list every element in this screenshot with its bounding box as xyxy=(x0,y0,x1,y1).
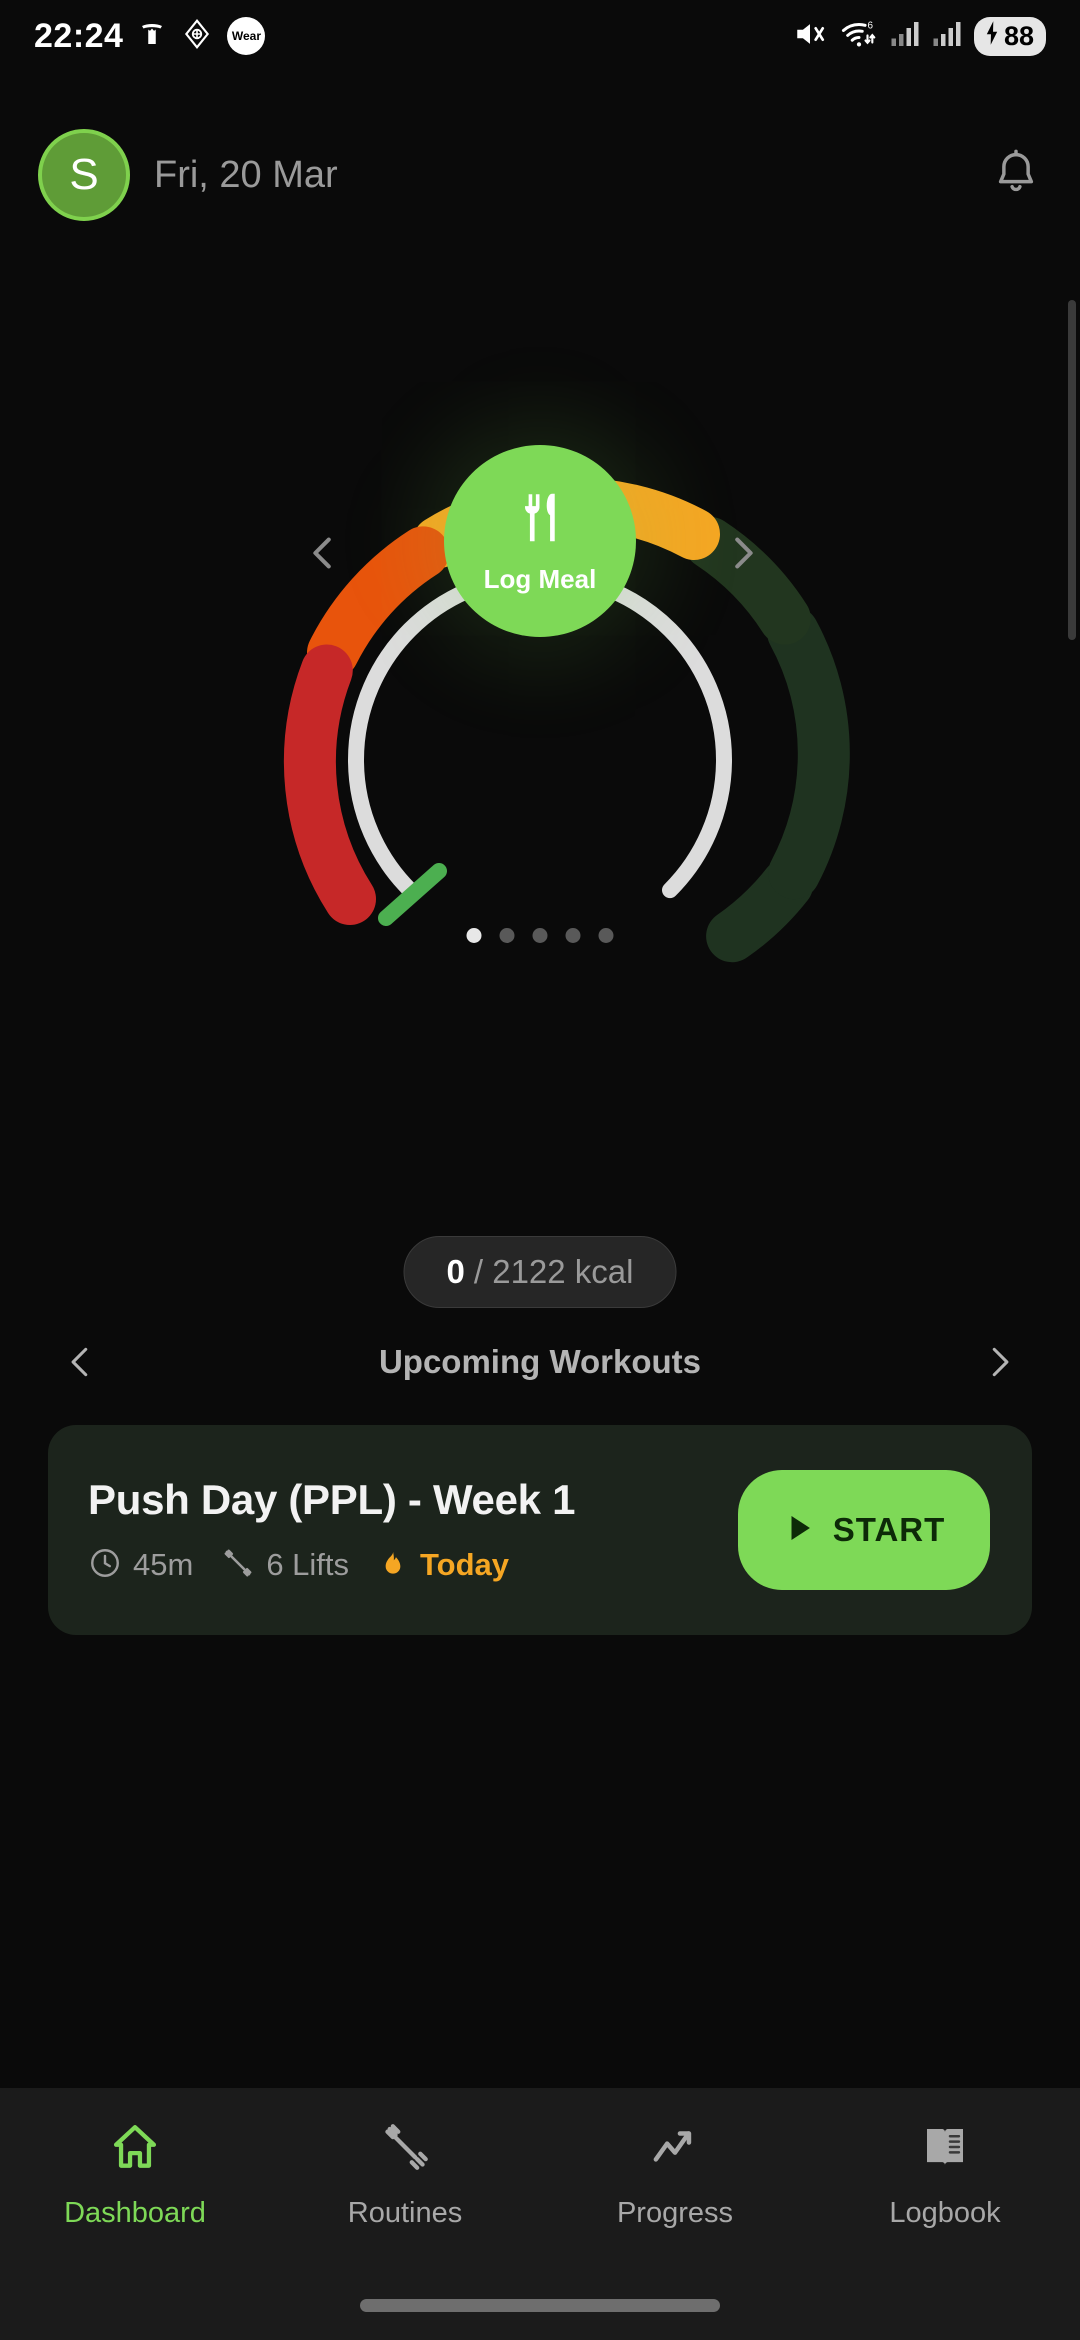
nav-item-routines[interactable]: Routines xyxy=(290,2120,520,2230)
status-bar-right: 6 88 xyxy=(792,16,1046,56)
status-clock: 22:24 xyxy=(34,16,124,55)
workout-lifts-text: 6 Lifts xyxy=(266,1547,350,1582)
avatar[interactable]: S xyxy=(38,129,130,221)
workout-duration: 45m xyxy=(88,1546,193,1585)
nav-item-logbook[interactable]: Logbook xyxy=(830,2120,1060,2230)
calorie-summary[interactable]: 0 / 2122 kcal xyxy=(403,1236,677,1308)
nav-label-routines: Routines xyxy=(347,2197,463,2229)
avatar-initial: S xyxy=(69,150,99,199)
nav-label-progress: Progress xyxy=(616,2197,734,2229)
calories-target: / 2122 kcal xyxy=(473,1253,634,1290)
nav-item-dashboard[interactable]: Dashboard xyxy=(20,2120,250,2230)
current-date: Fri, 20 Mar xyxy=(154,153,338,196)
flame-icon xyxy=(377,1546,409,1585)
scrollbar[interactable] xyxy=(1068,300,1076,640)
diamond-icon xyxy=(181,18,213,55)
home-indicator[interactable] xyxy=(360,2299,720,2312)
chevron-left-icon[interactable] xyxy=(300,530,346,576)
battery-status: 88 xyxy=(973,16,1046,56)
trending-up-icon xyxy=(648,2120,702,2179)
log-meal-label: Log Meal xyxy=(483,564,597,594)
carousel-dot[interactable] xyxy=(532,928,548,943)
workout-card[interactable]: Push Day (PPL) - Week 1 45m xyxy=(48,1425,1032,1635)
workout-info: Push Day (PPL) - Week 1 45m xyxy=(88,1476,575,1585)
svg-text:6: 6 xyxy=(867,20,873,31)
workout-meta: 45m 6 Lifts Toda xyxy=(88,1546,575,1585)
nav-label-dashboard: Dashboard xyxy=(64,2197,206,2229)
upcoming-next-icon[interactable] xyxy=(980,1335,1018,1389)
wifi-icon: 6 xyxy=(840,17,878,56)
battery-level: 88 xyxy=(1003,20,1034,51)
bottom-navigation: Dashboard Routines Progress xyxy=(0,2088,1080,2340)
start-workout-button[interactable]: START xyxy=(738,1470,990,1590)
bell-icon[interactable] xyxy=(990,147,1042,204)
workout-schedule: Today xyxy=(377,1546,509,1585)
carousel-dot[interactable] xyxy=(466,928,482,943)
carousel-dot[interactable] xyxy=(598,928,614,943)
status-bar: 22:24 Wear 6 xyxy=(0,0,1080,72)
fork-knife-icon xyxy=(509,487,571,554)
workout-lifts: 6 Lifts xyxy=(221,1546,349,1585)
home-icon xyxy=(108,2120,162,2179)
upcoming-workouts-header: Upcoming Workouts xyxy=(0,1335,1080,1389)
calorie-gauge xyxy=(220,330,860,970)
carousel-dot[interactable] xyxy=(499,928,515,943)
chevron-right-icon[interactable] xyxy=(720,530,766,576)
clock-icon xyxy=(88,1546,122,1585)
nav-item-progress[interactable]: Progress xyxy=(560,2120,790,2230)
app-header: S Fri, 20 Mar xyxy=(0,125,1080,225)
play-icon xyxy=(783,1509,817,1552)
nav-label-logbook: Logbook xyxy=(889,2197,1001,2229)
battery-charging-icon xyxy=(982,20,1002,53)
upcoming-prev-icon[interactable] xyxy=(62,1335,100,1389)
wear-badge: Wear xyxy=(227,17,266,55)
calories-current: 0 xyxy=(446,1253,465,1290)
workout-schedule-text: Today xyxy=(420,1547,510,1582)
upcoming-title: Upcoming Workouts xyxy=(378,1343,702,1380)
start-button-label: START xyxy=(832,1511,946,1548)
signal-icon-2 xyxy=(932,19,962,54)
log-meal-button[interactable]: Log Meal xyxy=(444,445,636,637)
workout-duration-text: 45m xyxy=(133,1547,194,1582)
mute-icon xyxy=(792,17,828,56)
carousel-dots[interactable] xyxy=(466,928,614,943)
tesla-icon xyxy=(137,19,167,54)
dumbbell-icon xyxy=(378,2120,432,2179)
status-bar-left: 22:24 Wear xyxy=(34,16,266,56)
signal-icon xyxy=(890,19,920,54)
workout-title: Push Day (PPL) - Week 1 xyxy=(88,1475,576,1523)
dumbbell-icon xyxy=(221,1546,255,1585)
book-icon xyxy=(918,2120,972,2179)
carousel-dot[interactable] xyxy=(565,928,581,943)
